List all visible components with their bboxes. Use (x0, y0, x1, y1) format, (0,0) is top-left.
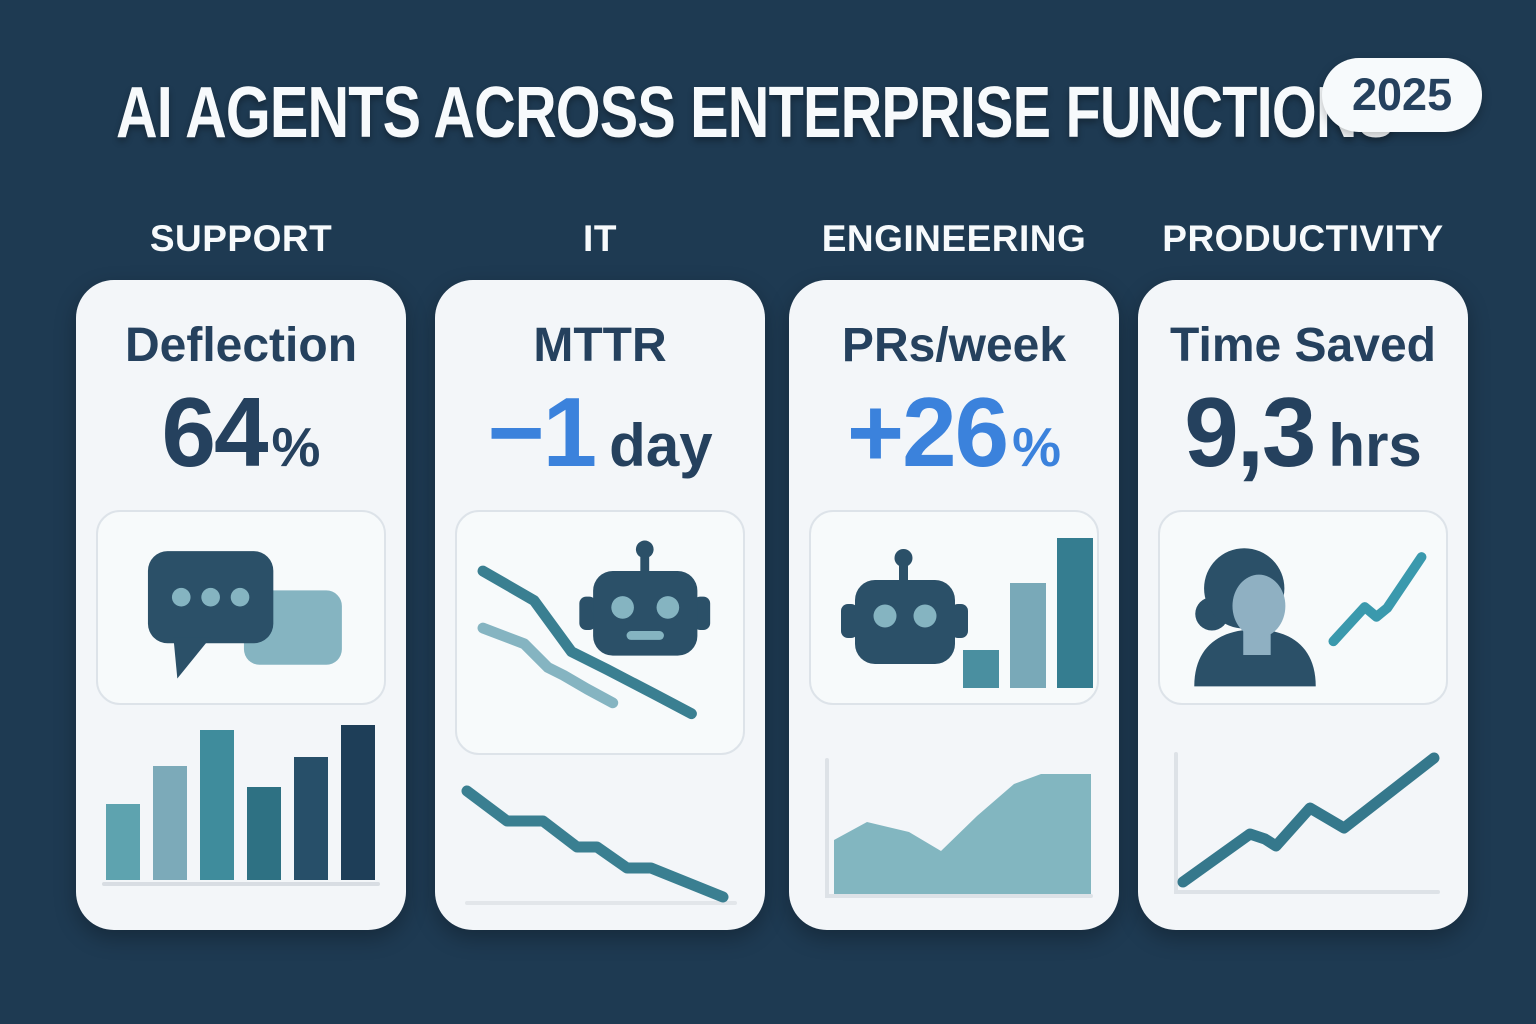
card-engineering: PRs/week +26 % (789, 280, 1119, 930)
metric-value-suffix: hrs (1328, 412, 1422, 479)
metric-value-main: 64 (161, 377, 269, 487)
engineering-area-chart (825, 758, 1093, 898)
column-header-productivity: PRODUCTIVITY (1162, 218, 1444, 259)
card-productivity: Time Saved 9,3 hrs (1138, 280, 1468, 930)
chat-bubbles-icon (147, 551, 342, 679)
card-support: Deflection 64 % (76, 280, 406, 930)
metric-value: −1 day (435, 376, 765, 489)
metric-value-suffix: % (1012, 416, 1062, 478)
year-badge: 2025 (1322, 58, 1483, 132)
page-title: AI AGENTS ACROSS ENTERPRISE FUNCTIONS (116, 73, 1395, 153)
metric-label: PRs/week (841, 319, 1067, 372)
metric-value-main: 9,3 (1184, 377, 1316, 487)
metric-value-suffix: day (609, 412, 713, 479)
column-header-engineering: ENGINEERING (821, 218, 1087, 259)
metric-value-main: −1 (487, 377, 597, 487)
support-bar-chart (102, 725, 380, 886)
metric-value-suffix: % (271, 416, 321, 478)
metric-label: MTTR (533, 319, 667, 372)
metric-value: +26 % (789, 376, 1119, 489)
icon-panel-support (96, 510, 386, 705)
it-line-chart (461, 785, 737, 905)
robot-head-icon (579, 540, 711, 656)
card-it: MTTR −1 day (435, 280, 765, 930)
column-header-it: IT (583, 218, 617, 259)
icon-panel-it (455, 510, 745, 755)
robot-declining-trend-icon (477, 540, 711, 720)
metric-value-main: +26 (846, 377, 1009, 487)
robot-head-icon (841, 549, 968, 664)
metric-value: 9,3 hrs (1138, 376, 1468, 489)
ascending-bars-icon (963, 538, 1093, 688)
person-rising-trend-icon (1194, 548, 1427, 687)
metric-label: Time Saved (1170, 319, 1436, 372)
metric-label: Deflection (124, 319, 358, 372)
person-icon (1194, 548, 1316, 687)
icon-panel-productivity (1158, 510, 1448, 705)
column-header-support: SUPPORT (149, 218, 333, 259)
icon-panel-engineering (809, 510, 1099, 705)
productivity-line-chart (1174, 752, 1440, 894)
metric-value: 64 % (76, 376, 406, 489)
